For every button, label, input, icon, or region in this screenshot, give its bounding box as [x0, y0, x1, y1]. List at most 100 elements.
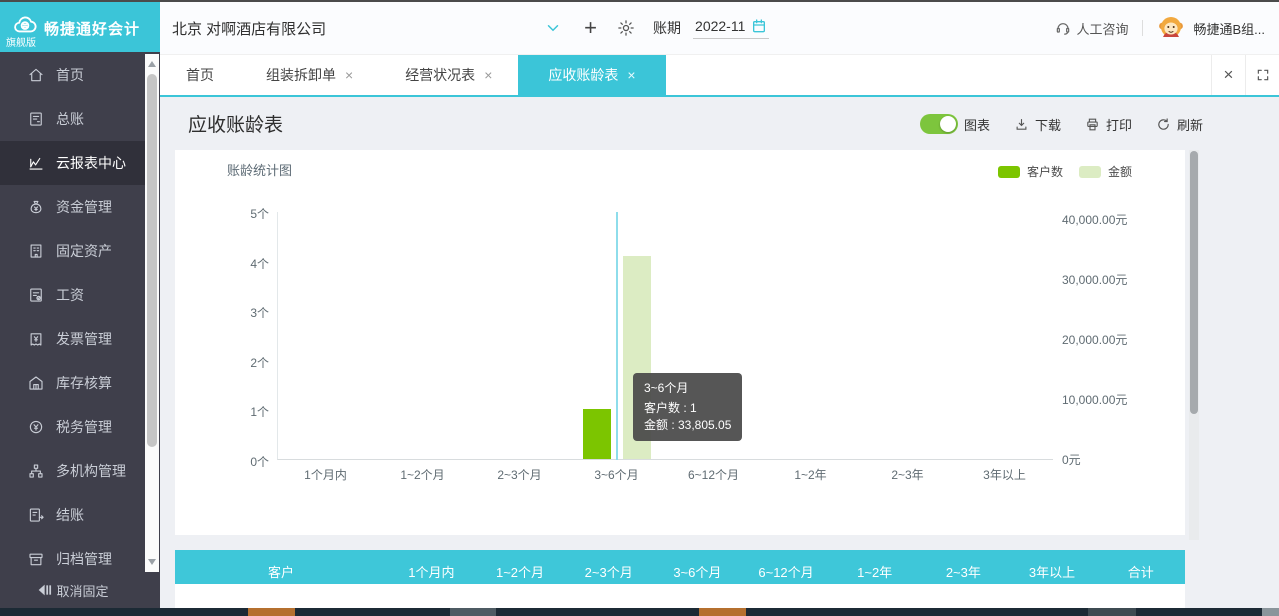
- tab-close-icon[interactable]: ×: [484, 67, 493, 83]
- live-consult-link[interactable]: 人工咨询: [1076, 21, 1129, 37]
- legend-swatch: [997, 165, 1020, 178]
- content-scrollbar[interactable]: [1189, 150, 1199, 540]
- sidebar-item-税务管理[interactable]: 税务管理: [0, 405, 145, 449]
- close-tab-button[interactable]: ×: [1211, 55, 1245, 95]
- sidebar-item-归档管理[interactable]: 归档管理: [0, 537, 145, 581]
- taskbar-app-segment[interactable]: [248, 608, 295, 616]
- ledger-icon: [27, 110, 45, 128]
- sidebar-item-label: 多机构管理: [56, 463, 126, 479]
- unpin-label: 取消固定: [56, 583, 109, 599]
- legend-item-客户数[interactable]: 客户数: [997, 163, 1063, 180]
- sidebar-item-label: 归档管理: [56, 551, 112, 567]
- sidebar: 首页总账云报表中心 资金管理 固定资产 工资 发票管理库存核算税务管理多机构管理结账归档…: [0, 52, 160, 608]
- sidebar-item-label: 库存核算: [56, 375, 112, 391]
- sidebar-item-固定资产[interactable]: 固定资产: [0, 229, 145, 273]
- add-button[interactable]: +: [584, 15, 598, 40]
- tax-icon: [27, 418, 45, 436]
- home-icon: [27, 66, 45, 84]
- tab-label: 组装拆卸单: [266, 67, 336, 83]
- invoice-icon: [27, 330, 45, 348]
- taskbar-app-segment[interactable]: [699, 608, 746, 616]
- sidebar-item-首页[interactable]: 首页: [0, 53, 145, 97]
- app-logo: 畅捷通好会计 旗舰版: [0, 2, 160, 52]
- cloud-logo-icon: [12, 13, 38, 44]
- tab-经营状况表[interactable]: 经营状况表 ×: [379, 55, 518, 95]
- chart-toggle[interactable]: [920, 114, 958, 134]
- table-column-2~3个月: 2~3个月: [584, 565, 633, 580]
- legend-item-金额[interactable]: 金额: [1078, 163, 1132, 180]
- sidebar-item-资金管理[interactable]: 资金管理: [0, 185, 145, 229]
- aging-table-body: [175, 584, 1185, 608]
- sidebar-item-结账[interactable]: 结账: [0, 493, 145, 537]
- legend-label: 客户数: [1026, 165, 1063, 179]
- topbar-divider: [1142, 20, 1144, 36]
- content-scrollbar-thumb[interactable]: [1190, 151, 1198, 414]
- period-field[interactable]: 2022-11: [693, 17, 770, 39]
- report-toolbar: 图表 下载 打印 刷新: [920, 114, 1203, 134]
- y-axis-right-tick: 40,000.00元: [1062, 213, 1128, 227]
- tab-应收账龄表[interactable]: 应收账龄表 ×: [518, 55, 666, 95]
- sidebar-scrollbar-thumb[interactable]: [147, 74, 157, 447]
- hover-indicator-line: [615, 212, 618, 460]
- os-taskbar[interactable]: [0, 608, 1279, 616]
- y-axis-left-tick: 3个: [250, 306, 269, 321]
- x-axis-tick-2~3年: 2~3年: [891, 468, 924, 482]
- calendar-icon[interactable]: [751, 18, 767, 34]
- page-title: 应收账龄表: [188, 115, 284, 136]
- chart-view-toggle-group: 图表: [920, 114, 990, 134]
- fixed-assets-icon: [27, 242, 45, 260]
- chart-legend: 客户数 金额: [997, 163, 1132, 180]
- refresh-button[interactable]: 刷新: [1156, 115, 1203, 134]
- x-axis-tick-1~2年: 1~2年: [794, 468, 827, 482]
- print-icon: [1087, 118, 1098, 130]
- scroll-up-icon[interactable]: [148, 61, 156, 67]
- x-axis-tick-1个月内: 1个月内: [304, 468, 347, 482]
- sidebar-item-label: 结账: [56, 507, 84, 523]
- taskbar-app-segment[interactable]: [1088, 608, 1136, 616]
- sidebar-scrollbar[interactable]: [145, 54, 159, 572]
- y-axis-right-tick: 20,000.00元: [1062, 333, 1128, 347]
- sidebar-item-库存核算[interactable]: 库存核算: [0, 361, 145, 405]
- window-top-border: [0, 0, 1279, 2]
- period-value[interactable]: 2022-11: [695, 17, 746, 34]
- closing-icon: [27, 506, 45, 524]
- scroll-down-icon[interactable]: [148, 559, 156, 565]
- tab-label: 应收账龄表: [548, 67, 619, 83]
- sidebar-item-label: 总账: [56, 111, 84, 127]
- tab-close-icon[interactable]: ×: [627, 67, 636, 83]
- table-column-1~2年: 1~2年: [857, 565, 893, 580]
- x-axis-tick-6~12个月: 6~12个月: [687, 468, 740, 482]
- unpin-sidebar-button[interactable]: 取消固定: [0, 572, 145, 608]
- print-button[interactable]: 打印: [1085, 115, 1132, 134]
- download-button[interactable]: 下载: [1014, 115, 1061, 134]
- taskbar-app-segment[interactable]: [1262, 608, 1279, 616]
- tooltip-line: 客户数 : 1: [644, 401, 697, 415]
- user-avatar[interactable]: [1157, 14, 1185, 42]
- sidebar-item-工资[interactable]: 工资: [0, 273, 145, 317]
- chart-tooltip: 3~6个月 客户数 : 1 金额 : 33,805.05: [633, 373, 743, 441]
- y-axis-left-tick: 4个: [250, 256, 269, 271]
- sidebar-item-云报表中心[interactable]: 云报表中心: [0, 141, 145, 185]
- refresh-icon: [1158, 117, 1169, 130]
- bar-客户数-3~6个月[interactable]: [582, 409, 611, 459]
- username[interactable]: 畅捷通B组...: [1193, 21, 1265, 37]
- print-label: 打印: [1106, 117, 1133, 133]
- y-axis-right-tick: 10,000.00元: [1062, 393, 1128, 407]
- sidebar-item-多机构管理[interactable]: 多机构管理: [0, 449, 145, 493]
- salary-icon: [27, 286, 45, 304]
- tab-close-icon[interactable]: ×: [345, 67, 354, 83]
- y-axis-left-tick: 5个: [250, 207, 269, 221]
- tab-首页[interactable]: 首页: [160, 55, 240, 95]
- tooltip-line: 金额 : 33,805.05: [644, 418, 732, 432]
- fullscreen-icon[interactable]: [1245, 55, 1279, 95]
- sidebar-item-发票管理[interactable]: 发票管理: [0, 317, 145, 361]
- chevron-down-icon[interactable]: [544, 19, 562, 37]
- tab-组装拆卸单[interactable]: 组装拆卸单 ×: [240, 55, 379, 95]
- taskbar-app-segment[interactable]: [450, 608, 496, 616]
- company-selector[interactable]: 北京 对啊酒店有限公司: [172, 20, 327, 38]
- sidebar-item-总账[interactable]: 总账: [0, 97, 145, 141]
- gear-icon[interactable]: [617, 19, 635, 37]
- y-axis-right-tick: 30,000.00元: [1062, 273, 1128, 287]
- y-axis-left-tick: 1个: [250, 405, 269, 420]
- tab-bar: 首页 组装拆卸单 × 经营状况表 × 应收账龄表 × ×: [160, 55, 1279, 97]
